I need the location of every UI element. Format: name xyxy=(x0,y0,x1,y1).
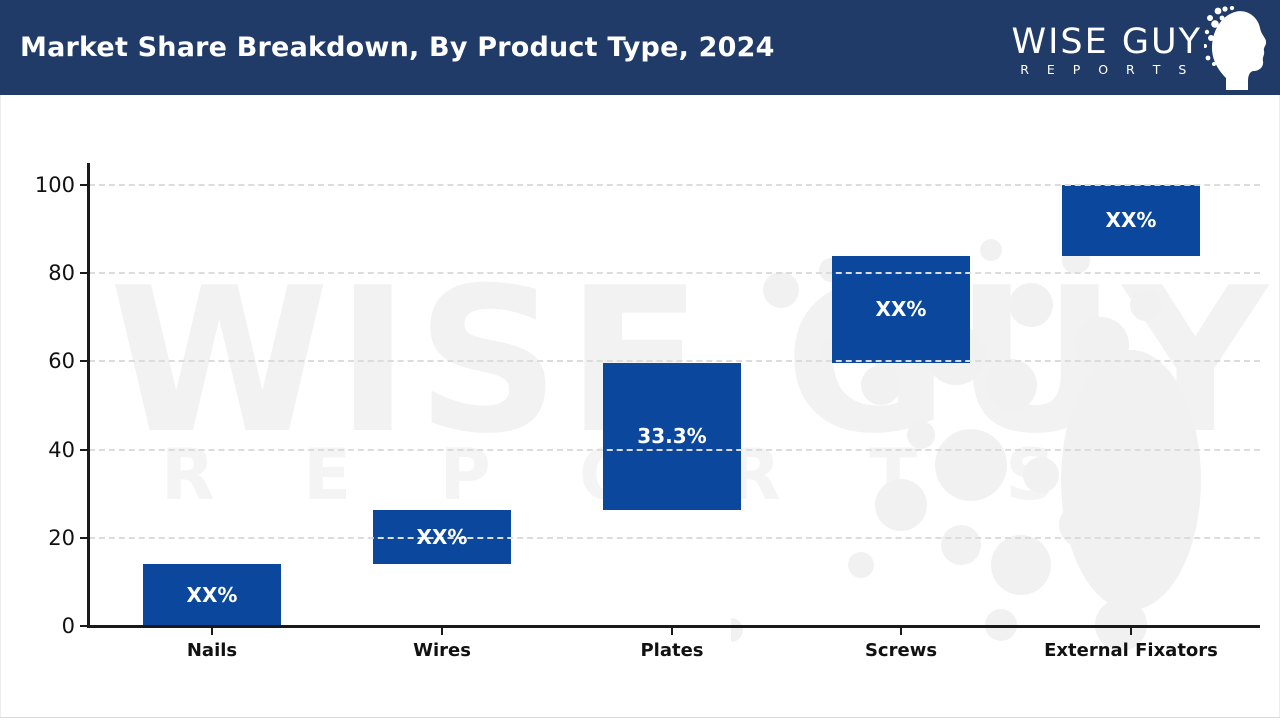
logo-face-icon xyxy=(1204,6,1266,90)
bar-value-label: XX% xyxy=(875,297,927,322)
logo-subtext: R E P O R T S xyxy=(1020,62,1194,77)
y-gridline xyxy=(89,360,1260,363)
y-tick-label: 0 xyxy=(61,614,75,638)
y-axis-tick xyxy=(80,625,88,627)
bar-value-label: XX% xyxy=(416,524,468,549)
x-tick-label: External Fixators xyxy=(1044,640,1218,661)
logo-wordmark: WISE GUY xyxy=(1011,22,1202,62)
y-tick-label: 40 xyxy=(48,437,75,462)
bar xyxy=(603,362,741,510)
x-axis-tick xyxy=(671,627,673,635)
x-axis-line xyxy=(87,625,1260,628)
bar xyxy=(143,564,281,626)
y-gridline xyxy=(89,184,1260,186)
y-gridline xyxy=(89,536,1260,539)
y-axis-tick xyxy=(80,360,88,363)
x-tick-label: Plates xyxy=(640,640,704,661)
page-title: Market Share Breakdown, By Product Type,… xyxy=(20,32,775,63)
x-axis-tick xyxy=(441,627,443,635)
brand-logo: WISE GUY R E P O R T S xyxy=(1011,6,1266,90)
x-axis-tick xyxy=(211,627,213,635)
y-gridline xyxy=(89,448,1260,451)
y-axis-tick xyxy=(80,536,88,539)
x-tick-label: Wires xyxy=(413,640,471,661)
x-tick-label: Nails xyxy=(186,640,238,661)
bottom-divider xyxy=(0,717,1280,718)
header-bar: Market Share Breakdown, By Product Type,… xyxy=(0,0,1280,95)
y-axis-tick xyxy=(80,448,88,451)
chart-area: WISE GUY R E P O R T S 020406080100XX%Na… xyxy=(0,95,1280,717)
bar-value-label: XX% xyxy=(1105,208,1157,233)
bar-value-label: XX% xyxy=(186,583,238,608)
x-tick-label: Screws xyxy=(864,640,938,661)
y-gridline xyxy=(89,272,1260,275)
y-tick-label: 60 xyxy=(48,349,75,374)
y-tick-label: 80 xyxy=(48,261,75,286)
y-axis-tick xyxy=(80,272,88,275)
bar xyxy=(1062,185,1200,256)
bar-value-label: 33.3% xyxy=(637,424,707,449)
x-axis-tick xyxy=(900,627,902,635)
y-axis-line xyxy=(87,163,90,628)
logo-text: WISE GUY R E P O R T S xyxy=(1011,22,1202,78)
y-axis-tick xyxy=(80,184,88,186)
y-tick-label: 20 xyxy=(48,525,75,550)
x-axis-tick xyxy=(1130,627,1132,635)
y-tick-label: 100 xyxy=(34,173,75,197)
